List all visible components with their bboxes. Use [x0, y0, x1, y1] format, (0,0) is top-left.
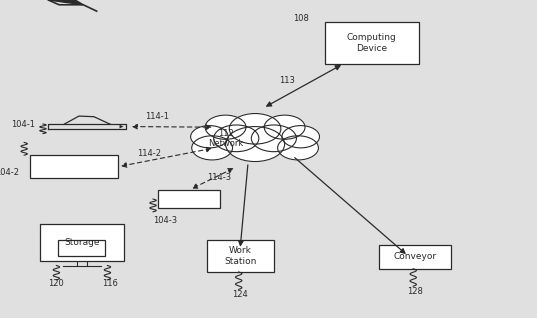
Ellipse shape — [214, 125, 259, 152]
FancyBboxPatch shape — [207, 240, 274, 272]
FancyBboxPatch shape — [379, 245, 451, 269]
FancyBboxPatch shape — [30, 155, 118, 178]
Text: 116: 116 — [102, 279, 118, 288]
Text: 112
Network: 112 Network — [208, 128, 243, 148]
Text: 128: 128 — [407, 287, 423, 296]
Text: Storage: Storage — [64, 238, 100, 247]
Text: 104-2: 104-2 — [0, 168, 19, 177]
Text: 113: 113 — [279, 76, 295, 85]
Text: 124: 124 — [232, 290, 248, 299]
Text: Conveyor: Conveyor — [393, 252, 437, 261]
Ellipse shape — [205, 115, 246, 139]
Ellipse shape — [192, 136, 233, 160]
FancyBboxPatch shape — [158, 190, 220, 208]
Text: 104-1: 104-1 — [11, 120, 35, 129]
Ellipse shape — [251, 125, 296, 152]
Text: 108: 108 — [293, 14, 309, 23]
Ellipse shape — [278, 136, 318, 160]
Text: 120: 120 — [48, 279, 64, 288]
Text: Computing
Device: Computing Device — [347, 33, 397, 53]
Text: 114-2: 114-2 — [137, 149, 161, 158]
Ellipse shape — [229, 114, 281, 144]
Ellipse shape — [191, 126, 228, 148]
Ellipse shape — [282, 126, 320, 148]
Text: 114-1: 114-1 — [145, 112, 169, 121]
Polygon shape — [48, 0, 83, 5]
Text: 104-3: 104-3 — [153, 216, 177, 225]
Ellipse shape — [226, 127, 285, 162]
FancyBboxPatch shape — [325, 22, 419, 64]
Text: 114-3: 114-3 — [207, 173, 231, 182]
FancyBboxPatch shape — [40, 224, 124, 261]
Ellipse shape — [264, 115, 305, 139]
Text: Work
Station: Work Station — [224, 246, 257, 266]
FancyBboxPatch shape — [58, 240, 105, 256]
